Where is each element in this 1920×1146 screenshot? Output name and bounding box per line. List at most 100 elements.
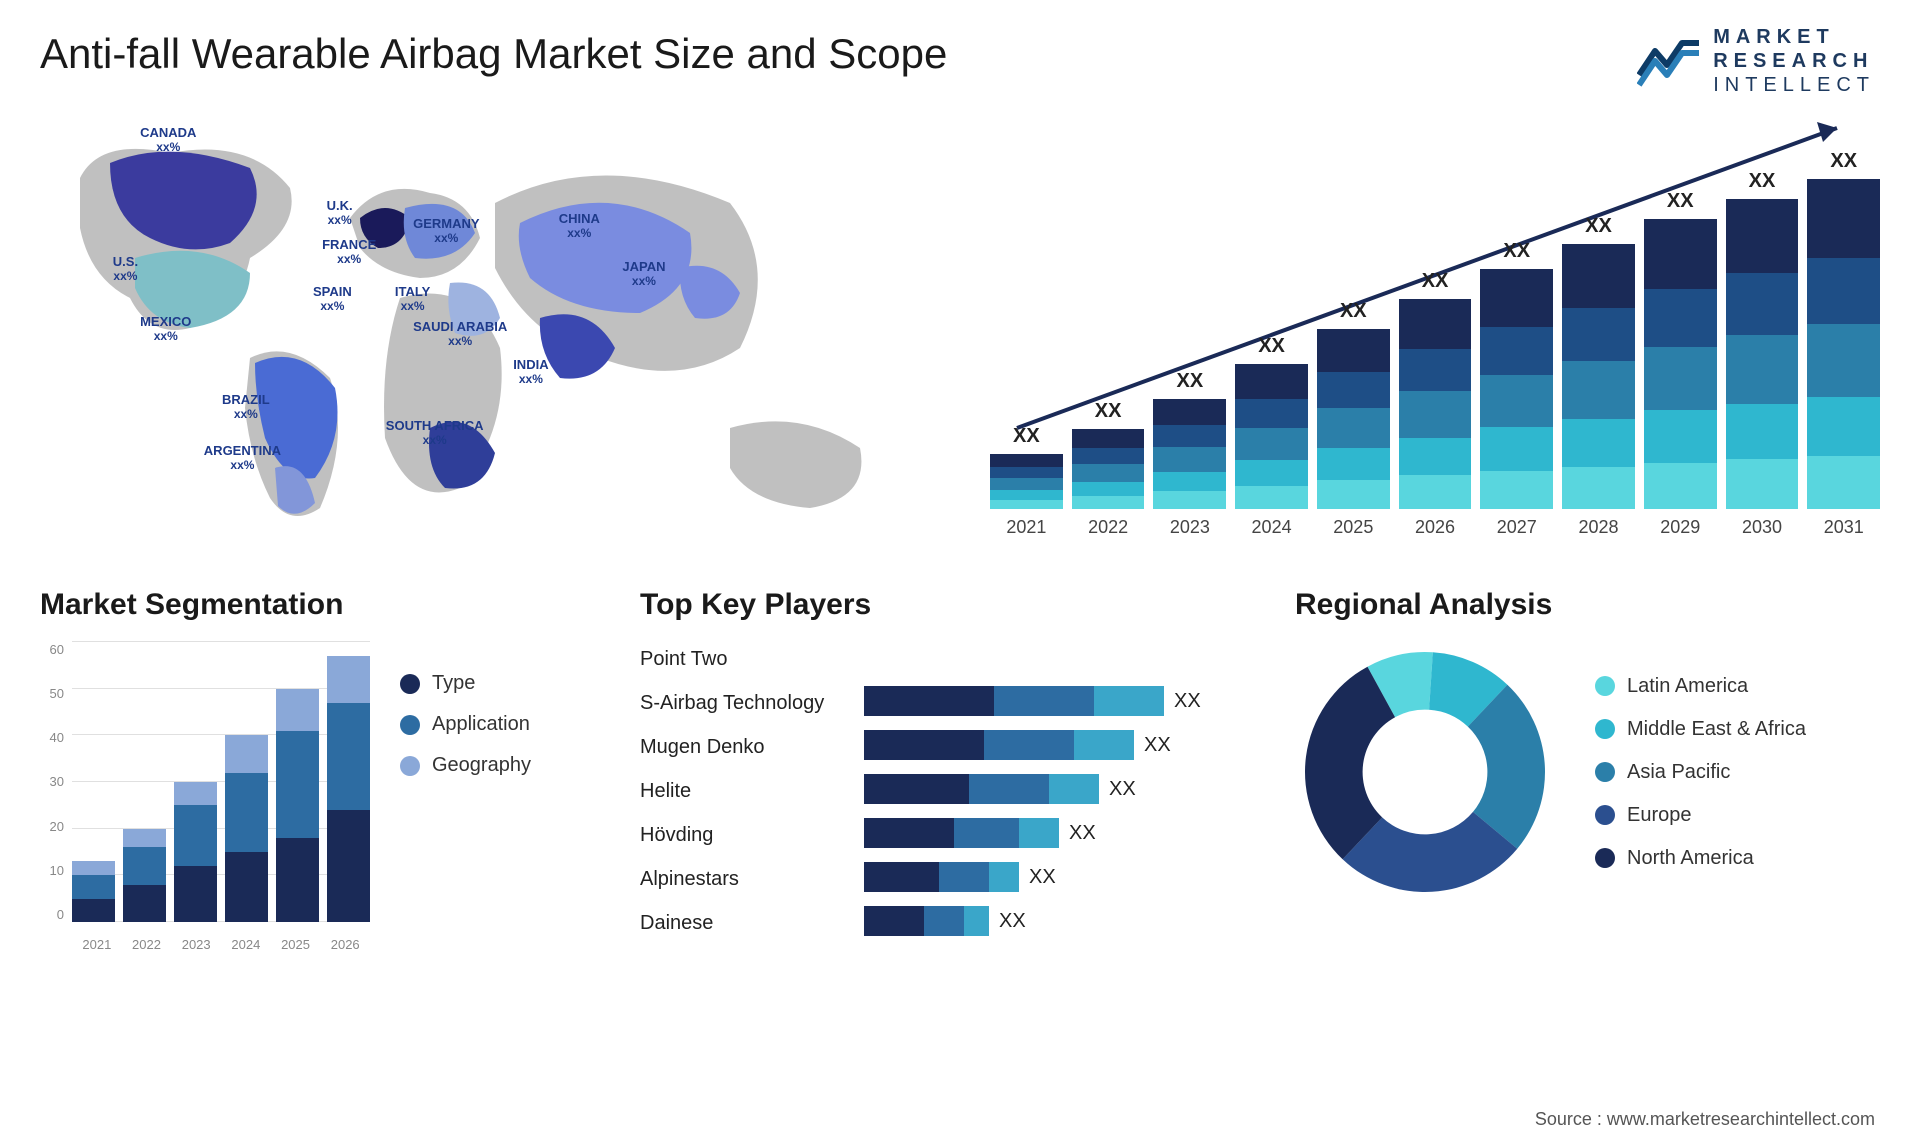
seg-xtick: 2022 <box>122 937 172 952</box>
map-label-u-s-: U.S.xx% <box>113 254 138 283</box>
growth-value-label: XX <box>1013 425 1040 448</box>
growth-value-label: XX <box>1340 300 1367 323</box>
player-seg <box>984 730 1074 760</box>
legend-label: Geography <box>432 754 531 777</box>
growth-bar-2025: XX2025 <box>1317 300 1390 538</box>
seg-seg <box>123 885 166 922</box>
growth-seg <box>990 467 1063 478</box>
growth-seg <box>1562 419 1635 467</box>
seg-xtick: 2025 <box>271 937 321 952</box>
growth-seg <box>1726 199 1799 273</box>
map-label-india: INDIAxx% <box>513 357 548 386</box>
brand-logo: MARKET RESEARCH INTELLECT <box>1637 25 1875 97</box>
legend-swatch-icon <box>1595 848 1615 868</box>
player-bar-row: XX <box>864 862 1240 892</box>
seg-legend-item: Application <box>400 713 585 736</box>
legend-label: Application <box>432 713 530 736</box>
legend-label: North America <box>1627 847 1754 870</box>
regional-legend-item: Europe <box>1595 804 1880 827</box>
seg-seg <box>123 847 166 884</box>
legend-swatch-icon <box>1595 805 1615 825</box>
player-seg <box>954 818 1019 848</box>
growth-seg <box>1644 289 1717 347</box>
growth-seg <box>1072 496 1145 509</box>
player-name: Helite <box>640 776 840 806</box>
players-panel: Top Key Players Point Two S-Airbag Techno… <box>640 588 1240 998</box>
growth-year-label: 2028 <box>1578 517 1618 538</box>
growth-seg <box>1726 273 1799 335</box>
growth-year-label: 2030 <box>1742 517 1782 538</box>
player-bar-row: XX <box>864 818 1240 848</box>
seg-seg <box>174 805 217 866</box>
segmentation-panel: Market Segmentation 0102030405060 202120… <box>40 588 585 998</box>
regional-legend-item: Middle East & Africa <box>1595 718 1880 741</box>
growth-seg <box>1644 410 1717 462</box>
growth-seg <box>1807 324 1880 397</box>
player-name: Mugen Denko <box>640 732 840 762</box>
growth-seg <box>1644 219 1717 289</box>
map-label-japan: JAPANxx% <box>622 259 665 288</box>
growth-seg <box>1235 486 1308 509</box>
regional-legend-item: Asia Pacific <box>1595 761 1880 784</box>
growth-seg <box>1480 269 1553 327</box>
regional-legend: Latin AmericaMiddle East & AfricaAsia Pa… <box>1595 675 1880 870</box>
player-seg <box>924 906 964 936</box>
growth-year-label: 2031 <box>1824 517 1864 538</box>
seg-xtick: 2023 <box>171 937 221 952</box>
growth-seg <box>1235 364 1308 399</box>
logo-text-3: INTELLECT <box>1713 73 1875 97</box>
seg-xtick: 2024 <box>221 937 271 952</box>
growth-value-label: XX <box>1503 240 1530 263</box>
growth-seg <box>990 490 1063 500</box>
player-value-label: XX <box>999 910 1026 933</box>
growth-seg <box>1726 335 1799 403</box>
growth-seg <box>1399 475 1472 509</box>
player-seg <box>864 818 954 848</box>
map-label-brazil: BRAZILxx% <box>222 392 270 421</box>
seg-ytick: 40 <box>40 730 64 745</box>
growth-seg <box>990 478 1063 490</box>
player-seg <box>864 686 994 716</box>
player-bar-row: XX <box>864 906 1240 936</box>
growth-year-label: 2027 <box>1497 517 1537 538</box>
seg-seg <box>225 852 268 922</box>
player-seg <box>1094 686 1164 716</box>
player-name: Point Two <box>640 644 840 674</box>
growth-seg <box>1235 460 1308 486</box>
player-name: Dainese <box>640 908 840 938</box>
seg-seg <box>327 656 370 703</box>
growth-seg <box>1562 361 1635 419</box>
growth-seg <box>1644 463 1717 509</box>
player-name: S-Airbag Technology <box>640 688 840 718</box>
growth-seg <box>1072 448 1145 464</box>
seg-seg <box>123 829 166 848</box>
regional-legend-item: North America <box>1595 847 1880 870</box>
growth-bar-2028: XX2028 <box>1562 215 1635 538</box>
player-value-label: XX <box>1174 690 1201 713</box>
growth-seg <box>990 500 1063 509</box>
growth-value-label: XX <box>1422 270 1449 293</box>
segmentation-chart: 0102030405060 202120222023202420252026 <box>40 642 370 952</box>
map-label-france: FRANCExx% <box>322 237 376 266</box>
seg-seg <box>327 810 370 922</box>
map-label-italy: ITALYxx% <box>395 284 430 313</box>
legend-label: Type <box>432 672 475 695</box>
growth-chart-panel: XX2021XX2022XX2023XX2024XX2025XX2026XX20… <box>990 108 1880 538</box>
seg-seg <box>72 861 115 875</box>
player-value-label: XX <box>1144 734 1171 757</box>
growth-year-label: 2024 <box>1252 517 1292 538</box>
seg-legend-item: Geography <box>400 754 585 777</box>
segmentation-title: Market Segmentation <box>40 588 585 622</box>
growth-seg <box>1807 456 1880 509</box>
growth-value-label: XX <box>1095 400 1122 423</box>
seg-seg <box>72 899 115 922</box>
map-label-argentina: ARGENTINAxx% <box>204 443 281 472</box>
legend-label: Europe <box>1627 804 1692 827</box>
growth-seg <box>1235 428 1308 460</box>
regional-panel: Regional Analysis Latin AmericaMiddle Ea… <box>1295 588 1880 998</box>
players-title: Top Key Players <box>640 588 1240 622</box>
growth-bar-2031: XX2031 <box>1807 150 1880 538</box>
seg-seg <box>276 838 319 922</box>
seg-bar-2025 <box>276 689 319 922</box>
players-name-list: Point Two S-Airbag Technology Mugen Denko H… <box>640 642 840 938</box>
